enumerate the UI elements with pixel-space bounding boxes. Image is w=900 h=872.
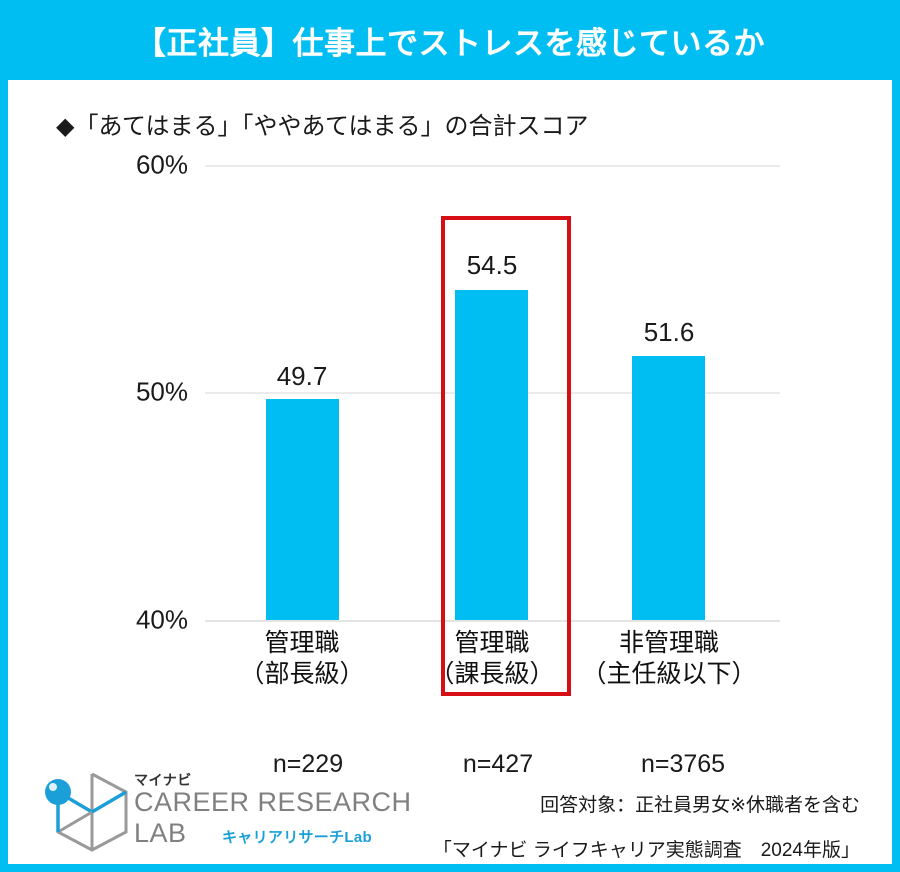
sample-size-label-2: n=427: [462, 750, 534, 778]
gridline-60: [205, 165, 780, 167]
brand-logo: マイナビ CAREER RESEARCH LAB キャリアリサーチLab: [34, 768, 411, 856]
x-category-label-3: 非管理職 （主任級以下）: [581, 628, 756, 689]
y-tick-label-60: 60%: [135, 149, 188, 180]
brand-logo-text: マイナビ CAREER RESEARCH LAB キャリアリサーチLab: [134, 768, 411, 852]
page-title: 【正社員】仕事上でストレスを感じているか: [135, 25, 765, 61]
brand-logo-line2: LAB: [134, 818, 187, 848]
sample-size-label-3: n=3765: [640, 750, 726, 778]
x-category-label-2-line1: 管理職: [454, 629, 530, 657]
chart-plot-area: 60% 50% 40% 49.7 54.5 51.6 管理職 （部長級） 管理職…: [8, 80, 892, 864]
bar-value-label-1: 49.7: [276, 361, 328, 391]
bar-value-label-2: 54.5: [466, 250, 518, 280]
bar-hikanrishoku: [632, 356, 705, 620]
x-category-label-2: 管理職 （課長級）: [429, 628, 554, 689]
brand-logo-line1: CAREER RESEARCH: [134, 787, 412, 817]
bar-kanrishoku-bucho: [266, 399, 339, 620]
chart-subtitle: ◆「あてはまる」「ややあてはまる」の合計スコア: [56, 113, 589, 140]
bar-value-label-3: 51.6: [643, 317, 695, 347]
brand-logo-kana: マイナビ: [134, 772, 192, 788]
bar-kanrishoku-kacho: [455, 290, 528, 620]
x-category-label-1-line1: 管理職: [264, 629, 340, 657]
footnote-source: 「マイナビ ライフキャリア実態調査 2024年版」: [432, 840, 860, 861]
x-category-label-3-line2: （主任級以下）: [581, 659, 757, 688]
x-category-label-1-line2: （部長級）: [239, 659, 365, 688]
y-tick-label-40: 40%: [135, 604, 188, 635]
career-research-lab-mark-icon: [34, 770, 134, 854]
brand-logo-subtitle: キャリアリサーチLab: [222, 829, 372, 846]
header-bar: 【正社員】仕事上でストレスを感じているか: [0, 0, 900, 80]
y-tick-label-50: 50%: [135, 376, 188, 407]
x-category-label-2-line2: （課長級）: [429, 659, 555, 688]
x-category-label-1: 管理職 （部長級）: [239, 628, 364, 689]
sample-size-label-1: n=229: [272, 750, 344, 778]
footnote-respondents: 回答対象：正社員男女※休職者を含む: [540, 795, 860, 816]
chart-card: ◆「あてはまる」「ややあてはまる」の合計スコア 60% 50% 40% 49.7…: [8, 80, 892, 864]
x-category-label-3-line1: 非管理職: [618, 629, 720, 657]
gridline-40-baseline: [205, 620, 780, 622]
